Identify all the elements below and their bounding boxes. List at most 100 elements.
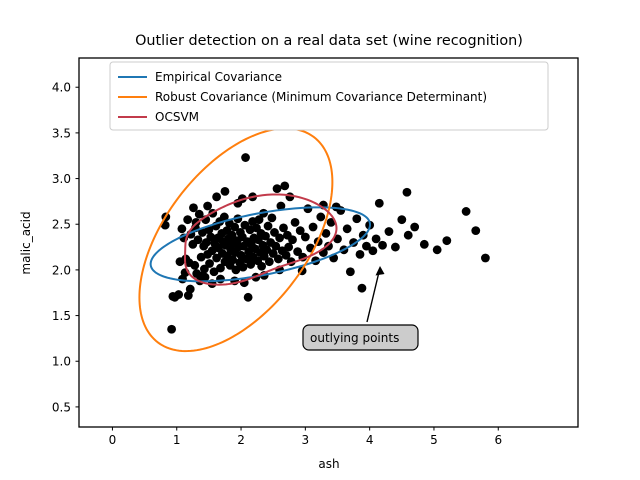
chart-title: Outlier detection on a real data set (wi…: [135, 33, 523, 49]
scatter-point: [293, 247, 303, 257]
scatter-point: [199, 264, 209, 274]
x-tick-label: 6: [494, 433, 502, 447]
outlying-points-annotation: outlying points: [302, 266, 419, 351]
x-tick-label: 0: [109, 433, 117, 447]
scatter-point: [316, 212, 326, 222]
scatter-point: [231, 265, 241, 275]
x-tick-label: 2: [237, 433, 245, 447]
scatter-point: [264, 257, 274, 267]
scatter-point: [216, 274, 225, 284]
scatter-point: [402, 187, 412, 197]
legend-label-robust-covariance: Robust Covariance (Minimum Covariance De…: [155, 90, 487, 104]
scatter-point: [271, 241, 281, 251]
scatter-point: [254, 215, 264, 225]
scatter-point: [300, 232, 310, 242]
scatter-point: [295, 226, 305, 236]
scatter-point: [272, 184, 282, 194]
x-tick-label: 4: [366, 433, 374, 447]
scatter-point: [290, 218, 300, 227]
scatter-point: [461, 207, 471, 216]
scatter-point: [357, 283, 367, 293]
scatter-point: [263, 221, 273, 231]
scatter-point: [175, 257, 185, 267]
annotation-label: outlying points: [310, 331, 399, 345]
scatter-point: [183, 291, 193, 300]
scatter-point: [267, 213, 277, 223]
scatter-point: [190, 260, 200, 270]
scatter-point: [355, 249, 365, 259]
scatter-point: [209, 267, 219, 277]
scatter-point: [194, 209, 204, 219]
scatter-point: [284, 242, 294, 252]
scatter-point: [276, 201, 286, 211]
scatter-point: [279, 223, 288, 233]
scatter-point: [205, 259, 214, 268]
scatter-point: [183, 215, 193, 225]
y-tick-label: 3.5: [52, 126, 71, 140]
scatter-point: [206, 232, 216, 242]
scatter-point: [227, 230, 237, 240]
scatter-point: [174, 290, 184, 299]
scatter-point: [196, 271, 206, 281]
scatter-point: [403, 230, 413, 240]
x-tick-label: 1: [173, 433, 181, 447]
scatter-point: [268, 249, 278, 258]
scatter-point: [471, 226, 481, 236]
scatter-point: [419, 239, 429, 249]
y-tick-label: 4.0: [52, 81, 71, 95]
scatter-point: [368, 246, 378, 256]
scatter-point: [246, 260, 256, 269]
decision-boundary-contours: [138, 127, 372, 353]
scatter-point: [378, 240, 387, 250]
scatter-point: [273, 254, 283, 264]
scatter-point: [219, 212, 229, 222]
legend-label-ocsvm: OCSVM: [155, 110, 199, 124]
y-tick-label: 0.5: [52, 400, 71, 414]
scatter-point: [261, 231, 270, 241]
scatter-point: [374, 198, 384, 208]
scatter-point: [321, 228, 331, 238]
contour-ocsvm: [183, 193, 338, 286]
scatter-point: [324, 241, 333, 251]
scatter-point: [384, 227, 394, 236]
x-axis-label: ash: [318, 457, 339, 471]
axis-ticks: 0 1 2 3 4 5 6 0.5 1.0 1.5 2.0 2.5 3.0 3.5 4.0: [52, 81, 502, 447]
scatter-point: [167, 324, 177, 334]
y-tick-label: 2.5: [52, 218, 71, 232]
scatter-point: [262, 245, 272, 255]
scatter-point: [280, 181, 290, 191]
chart-legend[interactable]: Empirical Covariance Robust Covariance (…: [109, 61, 549, 131]
scatter-point: [345, 267, 355, 277]
y-tick-label: 1.5: [52, 309, 71, 323]
scatter-point: [203, 201, 213, 211]
scatter-point: [481, 253, 490, 263]
scatter-point: [220, 186, 230, 196]
legend-box: [109, 61, 549, 131]
scatter-point: [390, 242, 400, 252]
y-tick-label: 1.0: [52, 355, 71, 369]
scatter-point: [432, 245, 442, 255]
scatter-point: [442, 236, 452, 246]
scatter-point: [189, 203, 198, 213]
annotation-arrow-head: [375, 266, 385, 276]
scatter-point: [352, 214, 362, 224]
scatter-point: [326, 218, 336, 227]
scatter-point: [230, 222, 240, 232]
scatter-point: [281, 250, 291, 260]
scatter-point: [193, 235, 203, 245]
scatter-point: [397, 215, 407, 225]
y-axis-label: malic_acid: [19, 211, 33, 274]
scatter-point: [308, 222, 318, 232]
scatter-point: [288, 235, 297, 245]
scatter-point: [177, 224, 187, 234]
scatter-point: [257, 261, 267, 271]
legend-label-empirical-covariance: Empirical Covariance: [155, 70, 282, 84]
scatter-point: [243, 292, 253, 302]
scatter-point: [241, 153, 250, 162]
y-tick-label: 3.0: [52, 172, 71, 186]
scatter-point: [212, 192, 222, 202]
scatter-point: [228, 255, 238, 265]
annotation-box: [302, 324, 419, 351]
